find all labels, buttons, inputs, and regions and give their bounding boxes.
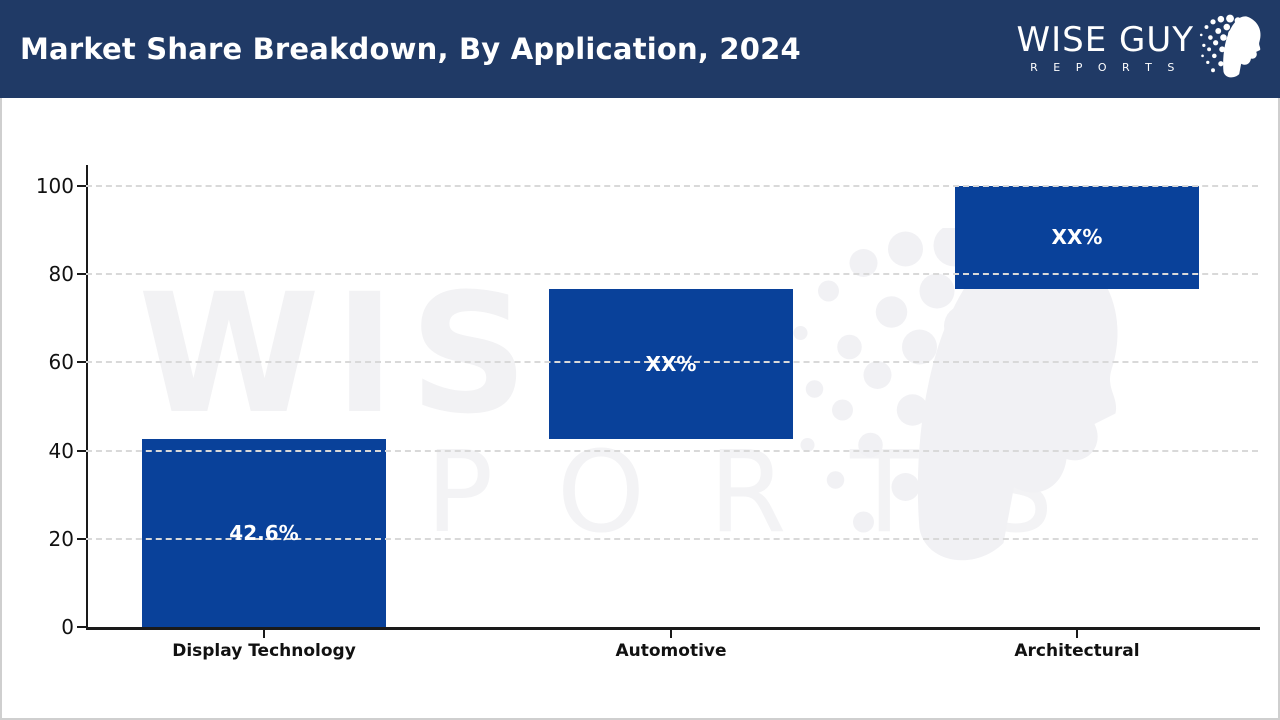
bar-segment [142, 439, 386, 627]
y-tick-mark [77, 449, 86, 452]
category-label: Automotive [615, 641, 727, 661]
wise-guy-logo: WISE GUY R E P O R T S [1016, 8, 1268, 88]
y-tick-label: 0 [61, 615, 74, 639]
logo-text: WISE GUY R E P O R T S [1016, 23, 1194, 73]
y-tick-label: 80 [48, 262, 74, 287]
y-tick-label: 20 [48, 526, 74, 551]
y-tick-mark [77, 185, 86, 187]
y-tick-mark [77, 273, 86, 276]
y-tick-label: 40 [48, 438, 74, 463]
bar-segment [955, 186, 1199, 289]
y-tick-mark [77, 537, 86, 540]
header: Market Share Breakdown, By Application, … [0, 0, 1280, 98]
gridline [86, 361, 1258, 364]
gridline [86, 273, 1258, 276]
bar-value-label: XX% [645, 351, 697, 376]
y-axis-spine [86, 165, 88, 630]
chart-title: Market Share Breakdown, By Application, … [20, 32, 801, 66]
bar-value-label: 42.6% [229, 521, 299, 546]
x-tick-mark [1076, 630, 1078, 638]
gridline [86, 537, 1258, 540]
category-label: Display Technology [172, 641, 356, 661]
category-label: Architectural [1014, 641, 1140, 661]
logo-face-icon [1199, 14, 1261, 78]
x-tick-mark [263, 630, 265, 638]
y-tick-label: 100 [35, 174, 74, 198]
bar-value-label: XX% [1051, 225, 1103, 250]
y-tick-mark [77, 361, 86, 364]
y-tick-label: 60 [48, 350, 74, 375]
gridline [86, 185, 1258, 187]
bar-segment [549, 288, 793, 440]
x-axis-spine [86, 627, 1260, 630]
y-tick-mark [77, 626, 86, 628]
logo-subtext: R E P O R T S [1030, 61, 1181, 74]
logo-wordmark: WISE GUY [1016, 20, 1194, 60]
x-tick-mark [670, 630, 672, 638]
gridline [86, 449, 1258, 452]
